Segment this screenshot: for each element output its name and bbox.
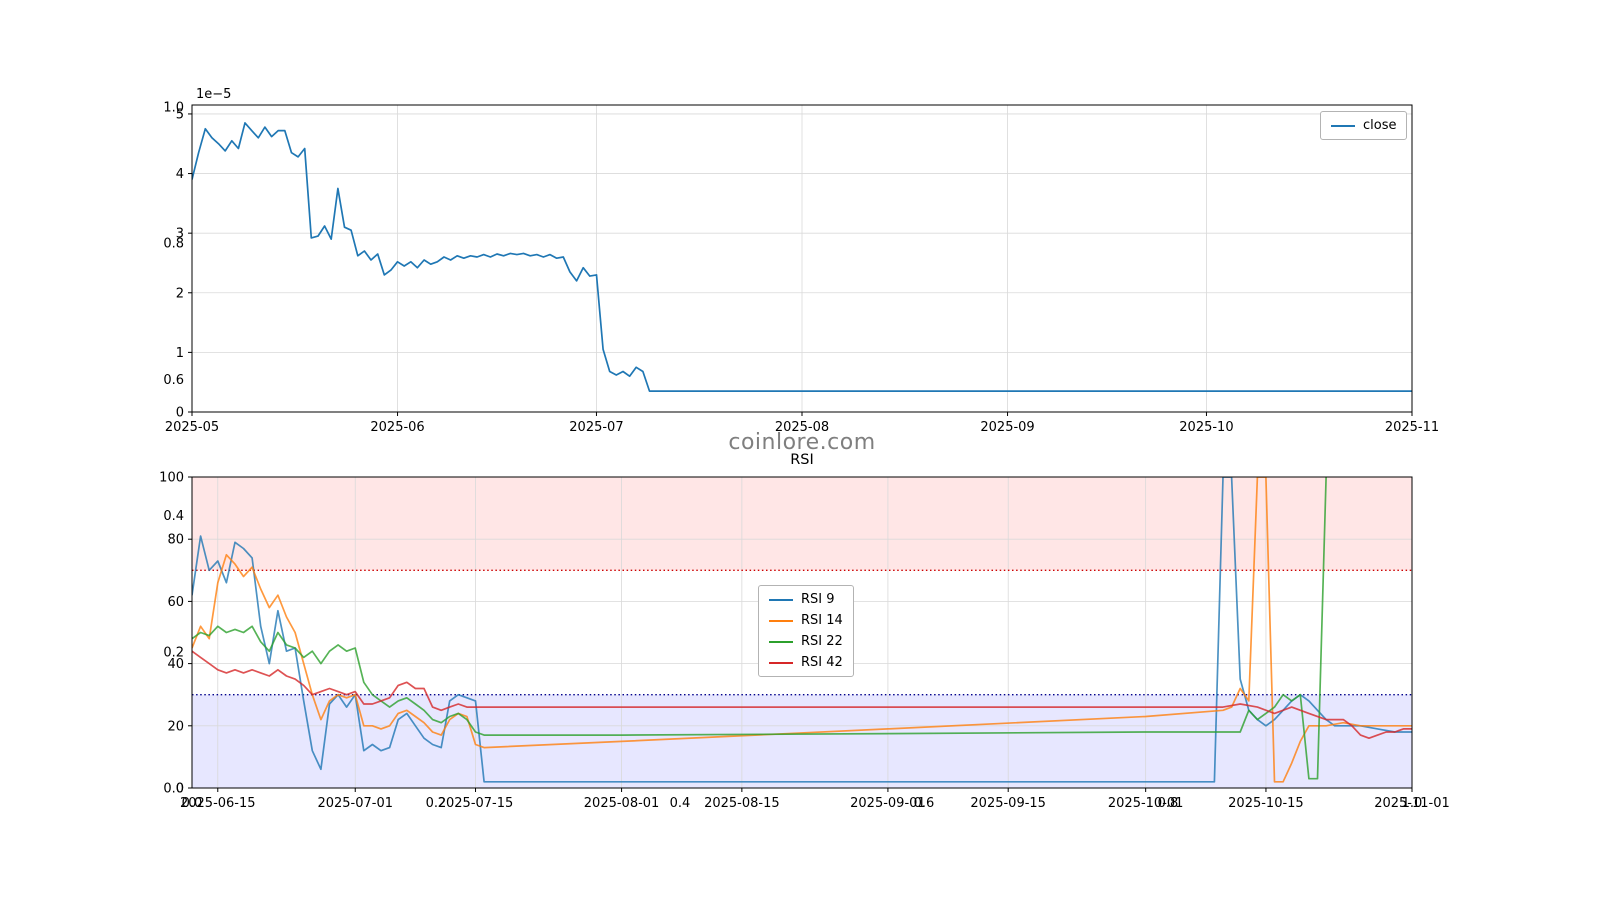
figure-x-tick-label: 0.0	[182, 796, 203, 811]
figure-x-tick-label: 0.4	[670, 796, 691, 811]
x-tick-label: 2025-08-01	[584, 796, 660, 811]
rsi-chart-title: RSI	[790, 452, 814, 468]
x-tick-label: 2025-10-01	[1108, 796, 1184, 811]
figure-y-tick-label: 0.2	[163, 645, 184, 660]
legend-label-rsi-14: RSI 14	[801, 613, 843, 628]
series-line-rsi-42	[192, 650, 1412, 740]
x-tick-label: 2025-11-01	[1374, 796, 1450, 811]
series-line-rsi-22	[192, 477, 1327, 780]
legend-label-rsi-42: RSI 42	[801, 655, 843, 670]
x-tick-label: 2025-10	[1179, 420, 1233, 435]
x-tick-label: 2025-07-15	[438, 796, 514, 811]
rsi-42-line-swatch	[769, 661, 793, 664]
y-tick-label: 20	[167, 719, 184, 734]
y-tick-label: 5	[176, 107, 184, 122]
figure-y-tick-label: 1.0	[163, 101, 184, 116]
x-tick-label: 2025-06	[370, 420, 424, 435]
legend-entry-rsi-14: RSI 14	[769, 613, 843, 628]
watermark: coinlore.com	[728, 430, 876, 455]
legend-entry-rsi-42: RSI 42	[769, 655, 843, 670]
figure-y-tick-label: 0.6	[163, 373, 184, 388]
legend-entry-rsi-9: RSI 9	[769, 592, 843, 607]
y-tick-label: 0	[176, 406, 184, 421]
x-tick-label: 2025-08-15	[704, 796, 780, 811]
figure-y-tick-label: 0.0	[163, 782, 184, 797]
figure-x-tick-label: 0.2	[426, 796, 447, 811]
price-close-chart: 2025-05 2025-06 2025-07 2025-08 2025-09 2025-…	[165, 104, 1439, 435]
y-tick-label: 4	[176, 167, 184, 182]
y-tick-label: 40	[167, 657, 184, 672]
x-tick-label: 2025-07-01	[317, 796, 393, 811]
y-tick-label: 0	[176, 782, 184, 797]
y-tick-label: 60	[167, 595, 184, 610]
oversold-band	[192, 694, 1412, 788]
x-tick-label: 2025-11	[1385, 420, 1439, 435]
series-line-close	[192, 122, 1412, 392]
legend-close: close	[1320, 111, 1408, 140]
legend-label-rsi-9: RSI 9	[801, 592, 835, 607]
x-tick-label: 2025-09-01	[850, 796, 926, 811]
x-tick-label: 2025-09	[980, 420, 1034, 435]
x-tick-label: 2025-09-15	[970, 796, 1046, 811]
legend-rsi: RSI 9 RSI 14 RSI 22 RSI 42	[758, 585, 854, 677]
legend-label-close: close	[1363, 118, 1397, 133]
x-tick-label: 2025-08	[775, 420, 829, 435]
x-tick-label: 2025-06-15	[180, 796, 256, 811]
series-line-rsi-14	[192, 477, 1412, 783]
overbought-band	[192, 477, 1412, 571]
y-tick-label: 3	[176, 227, 184, 242]
rsi-9-line-swatch	[769, 598, 793, 601]
y-tick-label: 100	[159, 471, 184, 486]
y-tick-label: 1	[176, 346, 184, 361]
legend-entry-close: close	[1331, 118, 1396, 133]
rsi-chart: 2025-06-15 2025-07-01 2025-07-15 2025-08-01…	[159, 471, 1450, 812]
rsi-14-line-swatch	[769, 619, 793, 622]
rsi-22-line-swatch	[769, 640, 793, 643]
figure-y-tick-label: 0.4	[163, 509, 184, 524]
plot-border	[191, 476, 1413, 789]
y-tick-label: 2	[176, 286, 184, 301]
x-tick-label: 2025-07	[569, 420, 623, 435]
figure-y-tick-label: 0.8	[163, 237, 184, 252]
legend-entry-rsi-22: RSI 22	[769, 634, 843, 649]
axis-offset-label: 1e−5	[196, 87, 231, 102]
close-line-swatch	[1331, 124, 1355, 127]
legend-label-rsi-22: RSI 22	[801, 634, 843, 649]
figure-x-tick-label: 0.8	[1158, 796, 1179, 811]
y-tick-label: 80	[167, 533, 184, 548]
x-tick-label: 2025-05	[165, 420, 219, 435]
x-tick-label: 2025-10-15	[1228, 796, 1304, 811]
figure-x-tick-label: 0.6	[914, 796, 935, 811]
figure-x-tick-label: 1.0	[1402, 796, 1423, 811]
